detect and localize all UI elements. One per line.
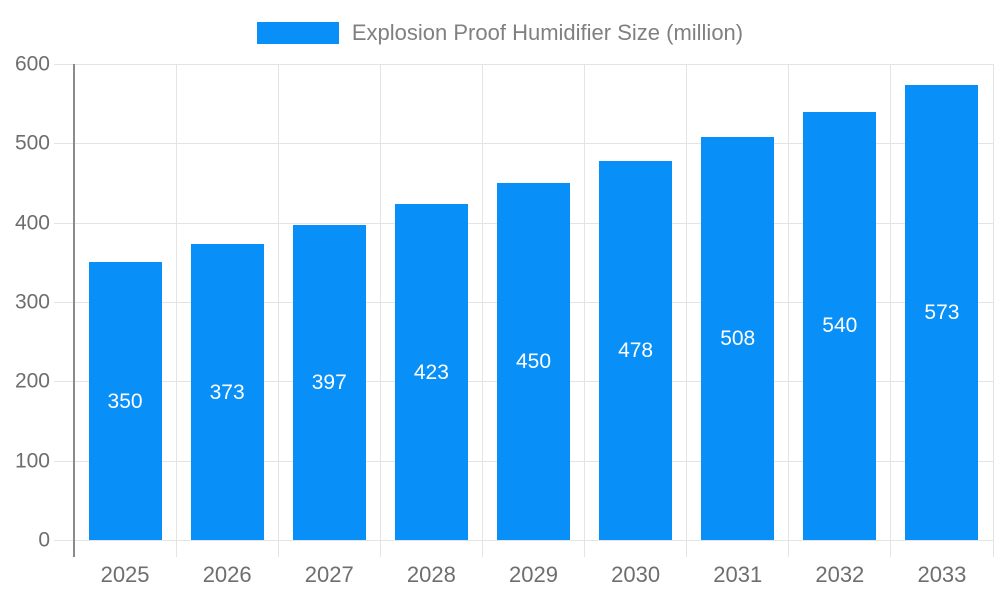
bar[interactable]: 540	[803, 111, 877, 540]
bar-value-label: 350	[107, 389, 143, 413]
v-gridline	[481, 64, 483, 557]
x-tick-label: 2025	[100, 562, 150, 587]
bar-value-label: 423	[413, 360, 449, 384]
legend-item[interactable]: Explosion Proof Humidifier Size (million…	[0, 20, 1000, 46]
bar-value-label: 397	[311, 371, 347, 395]
y-tick-label: 300	[14, 290, 50, 314]
y-tick-label: 0	[38, 528, 50, 552]
h-gridline	[54, 64, 993, 65]
x-tick-label: 2030	[611, 562, 661, 587]
y-axis-line	[73, 64, 75, 557]
v-gridline	[890, 64, 892, 557]
x-tick-label: 2028	[406, 562, 456, 587]
x-tick-label: 2031	[713, 562, 763, 587]
bar[interactable]: 350	[88, 262, 162, 540]
bar-value-label: 540	[822, 314, 858, 338]
bar-value-label: 508	[720, 327, 756, 350]
bar-value-label: 573	[924, 301, 960, 325]
bar[interactable]: 450	[497, 183, 570, 540]
v-gridline	[788, 64, 790, 557]
x-tick-label: 2027	[304, 562, 354, 587]
y-tick-label: 600	[14, 52, 50, 76]
y-tick-label: 100	[14, 449, 50, 473]
v-gridline	[686, 64, 688, 557]
y-tick-label: 400	[14, 211, 50, 235]
h-gridline	[54, 143, 993, 145]
bar[interactable]: 397	[292, 225, 366, 540]
v-gridline	[992, 64, 994, 557]
bar-value-label: 373	[209, 380, 245, 404]
x-tick-label: 2029	[509, 562, 558, 587]
bar[interactable]: 573	[905, 85, 979, 540]
v-gridline	[379, 64, 381, 557]
bar[interactable]: 508	[701, 137, 775, 540]
v-gridline	[277, 64, 279, 557]
bar[interactable]: 478	[599, 160, 673, 540]
v-gridline	[584, 64, 586, 557]
legend-label: Explosion Proof Humidifier Size (million…	[351, 20, 744, 45]
x-tick-label: 2032	[815, 562, 865, 587]
y-tick-label: 200	[14, 369, 50, 393]
h-gridline	[54, 540, 993, 541]
v-gridline	[175, 64, 177, 557]
y-tick-label: 500	[14, 131, 50, 155]
bar-value-label: 478	[618, 338, 654, 362]
x-tick-label: 2026	[202, 562, 252, 587]
legend-swatch	[256, 22, 339, 44]
bar-value-label: 450	[515, 350, 552, 373]
x-tick-label: 2033	[917, 562, 967, 587]
bar[interactable]: 373	[190, 244, 264, 540]
plot-area: 350 373 397 423 450 478 508 540 573	[54, 64, 994, 557]
bar[interactable]: 423	[394, 204, 468, 540]
